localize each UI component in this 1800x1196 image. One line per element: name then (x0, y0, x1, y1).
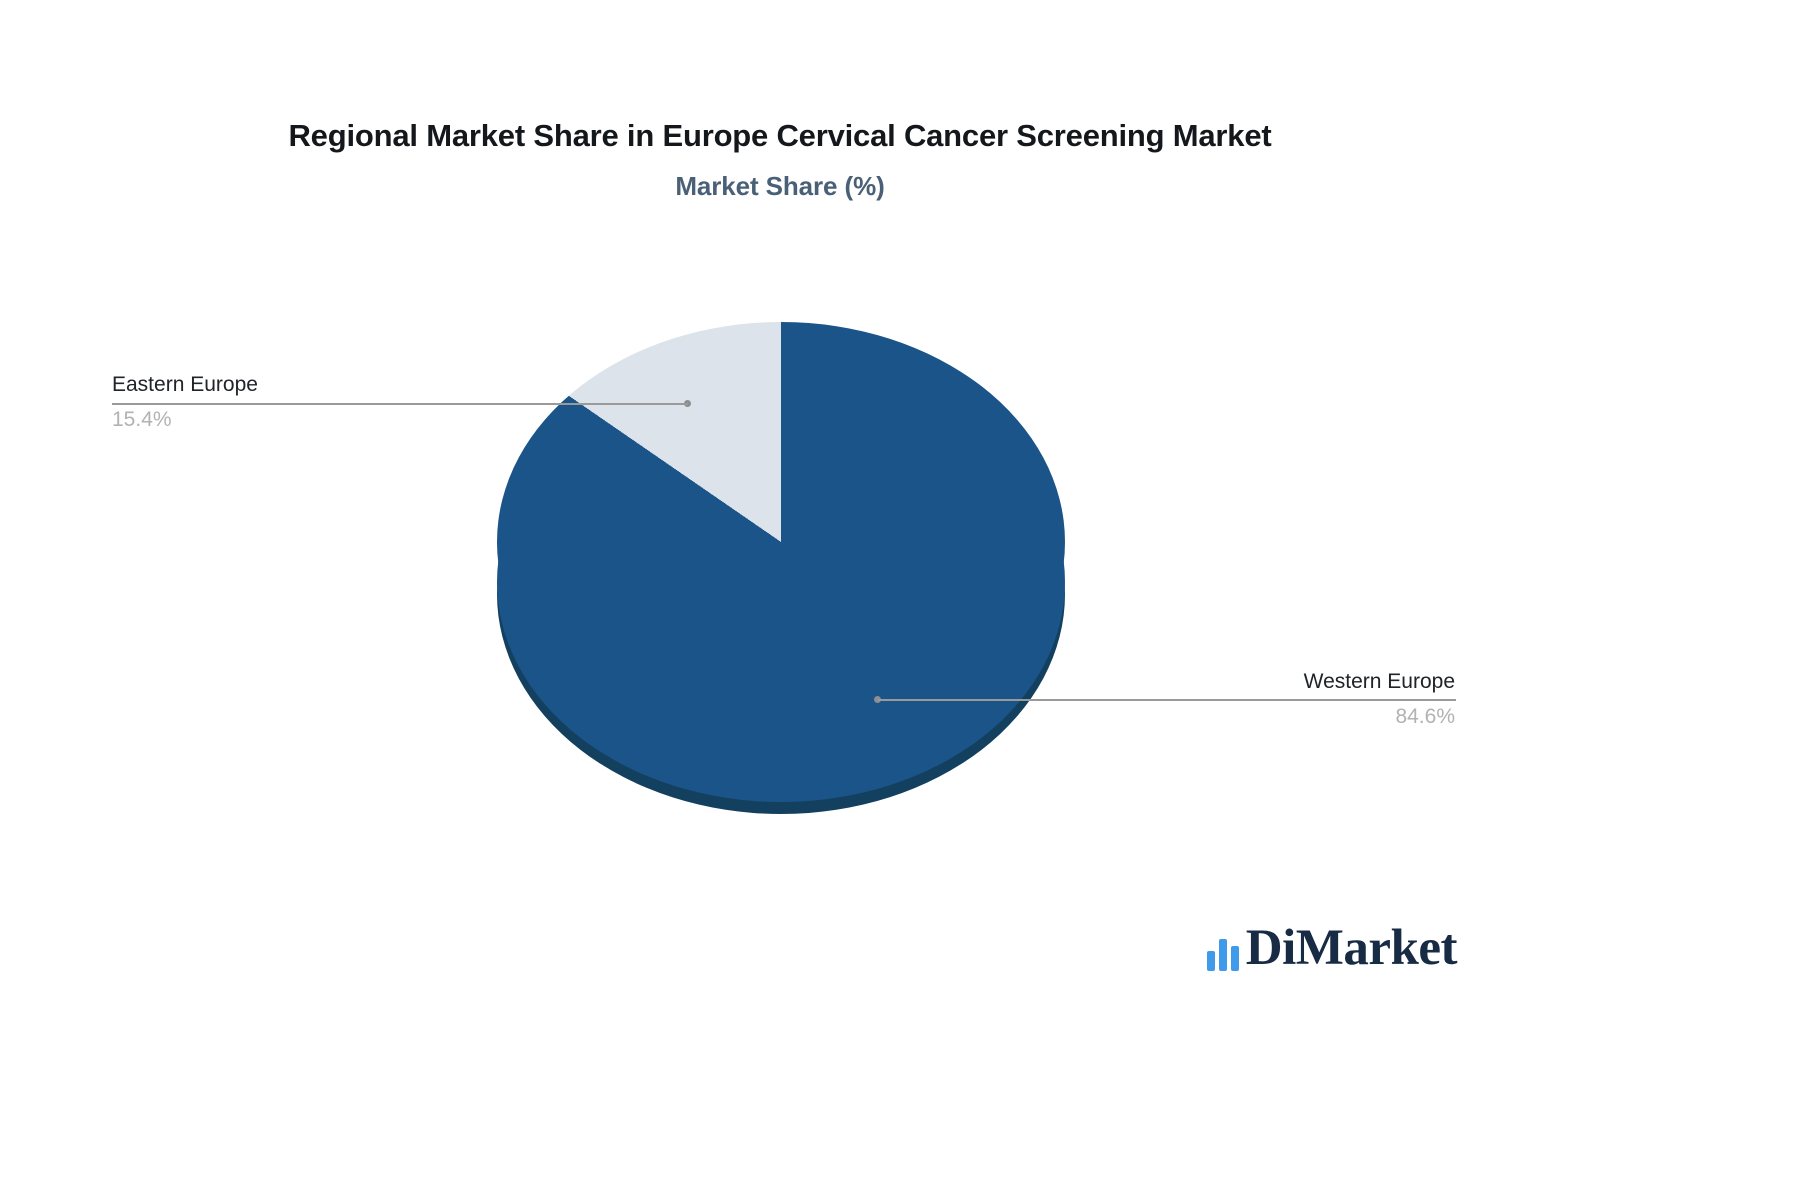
slice-label-value: 15.4% (112, 407, 172, 431)
slice-label-name: Eastern Europe (112, 373, 258, 396)
slice-label-eastern-europe[interactable]: Eastern Europe 15.4% (112, 372, 258, 434)
slice-label-western-europe[interactable]: Western Europe 84.6% (1304, 669, 1455, 731)
logo-wordmark: DiMarket (1245, 920, 1458, 976)
title-block: Regional Market Share in Europe Cervical… (0, 118, 1560, 202)
pie-chart (497, 322, 1065, 822)
leader-line-eastern-europe (112, 403, 688, 405)
leader-dot-western-europe (874, 696, 881, 703)
bar-chart-icon (1206, 931, 1239, 974)
slice-label-name: Western Europe (1303, 670, 1455, 693)
slice-label-value: 84.6% (1395, 704, 1455, 728)
page-title: Regional Market Share in Europe Cervical… (288, 118, 1272, 153)
dimarket-logo[interactable]: DiMarket (1206, 920, 1458, 976)
pie-top-face[interactable] (497, 322, 1065, 762)
chart-subtitle: Market Share (%) (675, 170, 885, 201)
leader-line-western-europe (878, 699, 1456, 701)
